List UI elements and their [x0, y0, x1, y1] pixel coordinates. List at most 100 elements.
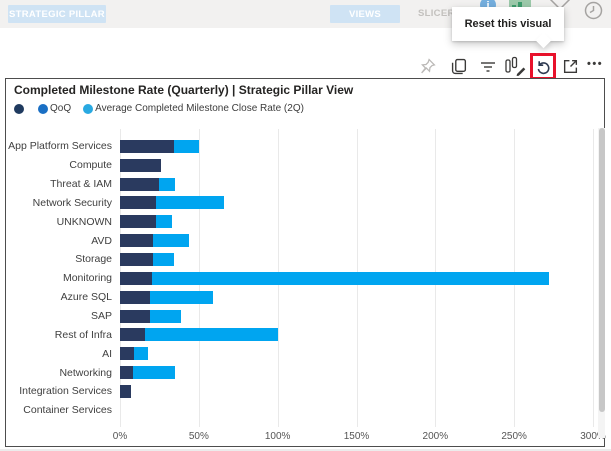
bar-row: UNKNOWN — [6, 212, 598, 231]
bar-chart-visual[interactable]: Completed Milestone Rate (Quarterly) | S… — [5, 78, 606, 447]
svg-text:i: i — [486, 0, 489, 12]
bar-track — [120, 271, 598, 285]
bar-segment-average[interactable] — [159, 177, 176, 191]
focus-mode-icon[interactable] — [561, 57, 579, 75]
bar-row: Azure SQL — [6, 288, 598, 307]
bar-row: Network Security — [6, 194, 598, 213]
gridline — [593, 129, 594, 427]
bar-rows: App Platform Services Compute Threat & IAM… — [6, 137, 598, 420]
bar-track — [120, 347, 598, 361]
bar-row: App Platform Services — [6, 137, 598, 156]
reset-visual-highlight — [530, 53, 556, 80]
bar-segment-average[interactable] — [134, 347, 149, 361]
x-axis-tick: 300% — [580, 431, 606, 442]
category-label: Compute — [69, 159, 112, 172]
bar-segment-qoq[interactable] — [120, 384, 132, 398]
bar-track — [120, 366, 598, 380]
category-label: Container Services — [23, 404, 112, 417]
bar-segment-qoq[interactable] — [120, 290, 150, 304]
bar-segment-qoq[interactable] — [120, 215, 157, 229]
category-label: Integration Services — [19, 385, 112, 398]
bar-row: Storage — [6, 250, 598, 269]
bar-segment-qoq[interactable] — [120, 309, 150, 323]
bar-row: Rest of Infra — [6, 325, 598, 344]
category-label: Monitoring — [62, 272, 112, 285]
legend-dot — [14, 103, 24, 114]
tooltip-text: Reset this visual — [464, 18, 552, 30]
bar-row: AVD — [6, 231, 598, 250]
x-axis-tick: 250% — [501, 431, 527, 442]
bar-track — [120, 309, 598, 323]
bar-track — [120, 290, 598, 304]
bar-row: Threat & IAM — [6, 175, 598, 194]
category-label: Networking — [59, 366, 112, 379]
legend: QoQ Average Completed Milestone Close Rat… — [14, 103, 312, 114]
category-label: SAP — [90, 310, 112, 323]
legend-dot — [38, 103, 48, 114]
category-label: Azure SQL — [60, 291, 112, 304]
legend-item-1[interactable]: QoQ — [38, 103, 71, 114]
bar-track — [120, 384, 598, 398]
bar-segment-qoq[interactable] — [120, 158, 161, 172]
bar-segment-qoq[interactable] — [120, 271, 152, 285]
bar-segment-average[interactable] — [153, 234, 190, 248]
x-axis-tick: 150% — [343, 431, 370, 442]
chart-scrollbar-thumb[interactable] — [598, 128, 605, 412]
bar-segment-qoq[interactable] — [120, 347, 135, 361]
reset-visual-tooltip: Reset this visual — [452, 7, 564, 49]
bar-segment-qoq[interactable] — [120, 252, 154, 266]
bar-row: Container Services — [6, 401, 598, 420]
bar-segment-average[interactable] — [156, 215, 173, 229]
bar-segment-average[interactable] — [145, 328, 278, 342]
personalize-icon[interactable] — [504, 56, 526, 76]
legend-item-0[interactable] — [14, 103, 26, 114]
filter-icon[interactable] — [479, 58, 497, 76]
pin-icon[interactable] — [418, 57, 436, 75]
legend-label: Average Completed Milestone Close Rate (… — [95, 103, 304, 114]
bar-segment-average[interactable] — [149, 290, 214, 304]
strategic-pillar-button[interactable]: STRATEGIC PILLAR — [8, 5, 106, 23]
category-label: AVD — [91, 234, 112, 247]
bar-row: SAP — [6, 307, 598, 326]
clock-icon[interactable] — [584, 1, 603, 25]
views-button[interactable]: VIEWS — [330, 5, 400, 23]
bar-segment-qoq[interactable] — [120, 196, 157, 210]
x-axis-tick: 100% — [264, 431, 291, 442]
legend-item-2[interactable]: Average Completed Milestone Close Rate (… — [83, 103, 304, 114]
x-axis: 0% 50% 100% 150% 200% 250% 300% — [113, 431, 606, 445]
bar-row: Integration Services — [6, 382, 598, 401]
bar-track — [120, 404, 598, 417]
bar-segment-average[interactable] — [151, 271, 549, 285]
copy-icon[interactable] — [450, 57, 468, 75]
category-label: Network Security — [32, 196, 112, 209]
bar-track — [120, 252, 598, 266]
category-label: App Platform Services — [8, 140, 112, 153]
bar-segment-qoq[interactable] — [120, 139, 174, 153]
legend-dot — [83, 103, 94, 114]
bar-row: Networking — [6, 363, 598, 382]
reset-icon[interactable] — [535, 59, 551, 75]
bar-segment-qoq[interactable] — [120, 328, 146, 342]
more-options-icon[interactable]: ••• — [587, 58, 604, 70]
bar-row: AI — [6, 344, 598, 363]
visual-title: Completed Milestone Rate (Quarterly) | S… — [14, 83, 354, 97]
bar-track — [120, 328, 598, 342]
bar-row: Compute — [6, 156, 598, 175]
bar-track — [120, 215, 598, 229]
bar-segment-average[interactable] — [132, 366, 176, 380]
x-axis-tick: 50% — [188, 431, 209, 442]
bar-segment-average[interactable] — [153, 252, 174, 266]
bar-segment-qoq[interactable] — [120, 366, 133, 380]
category-label: AI — [102, 347, 112, 360]
bar-segment-average[interactable] — [156, 196, 225, 210]
bar-track — [120, 177, 598, 191]
bar-segment-qoq[interactable] — [120, 177, 160, 191]
bar-segment-average[interactable] — [149, 309, 182, 323]
bar-track — [120, 158, 598, 172]
bar-segment-average[interactable] — [173, 139, 199, 153]
slicers-button[interactable]: SLICERS — [418, 8, 462, 19]
chart-scrollbar[interactable] — [598, 128, 605, 438]
bar-segment-qoq[interactable] — [120, 234, 154, 248]
bar-track — [120, 196, 598, 210]
